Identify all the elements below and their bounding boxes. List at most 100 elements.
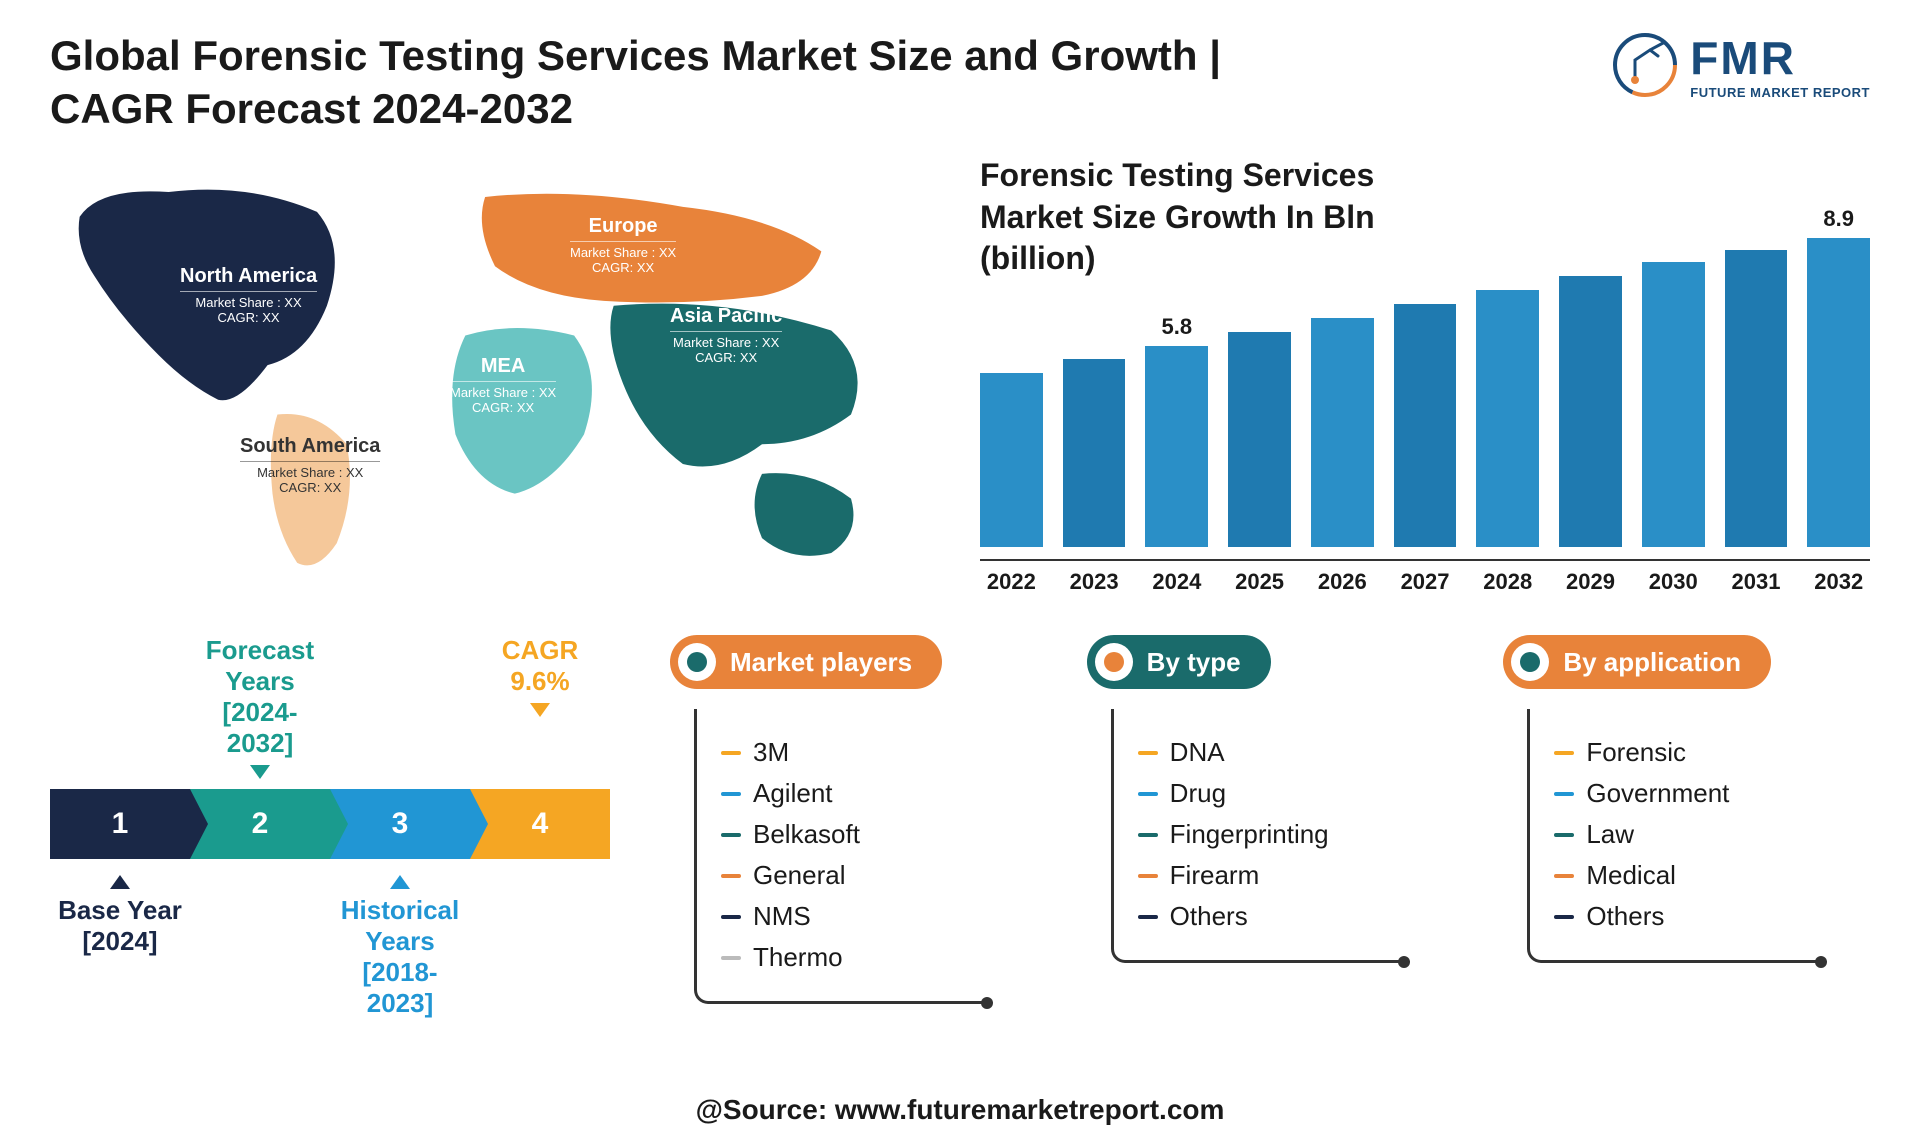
pill-header: By application <box>1503 635 1771 689</box>
xaxis-label: 2027 <box>1394 569 1457 595</box>
timeline-segment: 3 <box>330 789 470 859</box>
upper-row: North America Market Share : XX CAGR: XX… <box>50 155 1870 595</box>
logo-sub: FUTURE MARKET REPORT <box>1690 85 1870 100</box>
xaxis-label: 2023 <box>1063 569 1126 595</box>
region-label: North America Market Share : XX CAGR: XX <box>180 265 317 325</box>
timeline-bar: 1234 <box>50 789 610 859</box>
pill-item-text: Belkasoft <box>753 819 860 850</box>
pill-item: Belkasoft <box>721 819 987 850</box>
bar: 8.9 <box>1807 238 1870 547</box>
timeline-bottom-labels: Base Year[2024]Historical Years[2018-202… <box>50 869 610 1019</box>
timeline-top-label <box>330 635 470 779</box>
xaxis-label: 2025 <box>1228 569 1291 595</box>
region-share: Market Share : XX <box>450 381 556 400</box>
xaxis-label: 2030 <box>1642 569 1705 595</box>
pill-item: Firearm <box>1138 860 1404 891</box>
pill-column: By type DNADrugFingerprintingFirearmOthe… <box>1087 635 1454 1004</box>
pill-item: Others <box>1554 901 1820 932</box>
region-name: MEA <box>450 355 556 378</box>
pills-row: Market players 3M Agilent Belkasoft General… <box>670 635 1870 1004</box>
region-name: North America <box>180 265 317 288</box>
pill-item-text: NMS <box>753 901 811 932</box>
pill-item: Government <box>1554 778 1820 809</box>
lower-row: Forecast Years[2024-2032]CAGR9.6% 1234 B… <box>50 635 1870 1019</box>
xaxis-label: 2026 <box>1311 569 1374 595</box>
region-name: South America <box>240 435 380 458</box>
bar <box>980 373 1043 547</box>
bar <box>1476 290 1539 547</box>
bar <box>1228 332 1291 547</box>
pill-item-text: Others <box>1586 901 1664 932</box>
bar <box>1642 262 1705 547</box>
pill-dot <box>1095 643 1133 681</box>
pill-item: NMS <box>721 901 987 932</box>
pill-list: ForensicGovernmentLawMedicalOthers <box>1527 709 1820 963</box>
pill-item-text: Medical <box>1586 860 1676 891</box>
pill-dot <box>1511 643 1549 681</box>
region-share: Market Share : XX <box>670 331 782 350</box>
pill-item: Agilent <box>721 778 987 809</box>
header: Global Forensic Testing Services Market … <box>50 30 1870 135</box>
pill-label: By application <box>1563 647 1741 678</box>
chart-xaxis: 2022202320242025202620272028202920302031… <box>980 559 1870 595</box>
bar-column <box>1063 359 1126 547</box>
xaxis-label: 2028 <box>1476 569 1539 595</box>
timeline-top-label <box>50 635 190 779</box>
bar-value-label: 5.8 <box>1162 314 1193 340</box>
region-name: Europe <box>570 215 676 238</box>
region-share: Market Share : XX <box>180 291 317 310</box>
bar-column <box>1228 332 1291 547</box>
xaxis-label: 2029 <box>1559 569 1622 595</box>
xaxis-label: 2022 <box>980 569 1043 595</box>
xaxis-label: 2031 <box>1725 569 1788 595</box>
timeline: Forecast Years[2024-2032]CAGR9.6% 1234 B… <box>50 635 610 1019</box>
pill-item-text: Government <box>1586 778 1729 809</box>
pill-item-text: Fingerprinting <box>1170 819 1329 850</box>
pill-item-text: Firearm <box>1170 860 1260 891</box>
xaxis-label: 2032 <box>1807 569 1870 595</box>
pill-item: Law <box>1554 819 1820 850</box>
pill-label: Market players <box>730 647 912 678</box>
timeline-top-label: CAGR9.6% <box>470 635 610 779</box>
timeline-bottom-label: Historical Years[2018-2023] <box>330 869 470 1019</box>
region-label: Asia Pacific Market Share : XX CAGR: XX <box>670 305 782 365</box>
pill-list: 3M Agilent Belkasoft General NMS Thermo <box>694 709 987 1004</box>
timeline-bottom-label <box>190 869 330 1019</box>
pill-column: Market players 3M Agilent Belkasoft General… <box>670 635 1037 1004</box>
region-label: South America Market Share : XX CAGR: XX <box>240 435 380 495</box>
region-cagr: CAGR: XX <box>240 480 380 495</box>
pill-column: By application ForensicGovernmentLawMedi… <box>1503 635 1870 1004</box>
pill-item-text: Drug <box>1170 778 1226 809</box>
logo-main: FMR <box>1690 31 1870 85</box>
bar-column <box>1394 304 1457 547</box>
pill-header: By type <box>1087 635 1271 689</box>
region-cagr: CAGR: XX <box>450 400 556 415</box>
region-share: Market Share : XX <box>570 241 676 260</box>
bar <box>1311 318 1374 547</box>
pill-item-text: Agilent <box>753 778 833 809</box>
bar-column <box>1559 276 1622 547</box>
pill-item-text: 3M <box>753 737 789 768</box>
logo-icon <box>1610 30 1680 100</box>
world-map: North America Market Share : XX CAGR: XX… <box>50 155 940 595</box>
bar-column: 5.8 <box>1145 346 1208 547</box>
region-label: Europe Market Share : XX CAGR: XX <box>570 215 676 275</box>
pill-item-text: Thermo <box>753 942 843 973</box>
pill-item: Others <box>1138 901 1404 932</box>
bar-chart: Forensic Testing Services Market Size Gr… <box>980 155 1870 595</box>
bars-container: 5.8 8.9 <box>980 217 1870 547</box>
pill-header: Market players <box>670 635 942 689</box>
bar-column <box>1311 318 1374 547</box>
region-share: Market Share : XX <box>240 461 380 480</box>
pill-item: General <box>721 860 987 891</box>
timeline-bottom-label <box>470 869 610 1019</box>
pill-item-text: Law <box>1586 819 1634 850</box>
pill-item: Thermo <box>721 942 987 973</box>
bar-column <box>1642 262 1705 547</box>
pill-item-text: General <box>753 860 846 891</box>
pill-item: Drug <box>1138 778 1404 809</box>
source-text: @Source: www.futuremarketreport.com <box>696 1094 1225 1126</box>
bar <box>1063 359 1126 547</box>
pill-item-text: Others <box>1170 901 1248 932</box>
bar-column <box>1725 250 1788 547</box>
